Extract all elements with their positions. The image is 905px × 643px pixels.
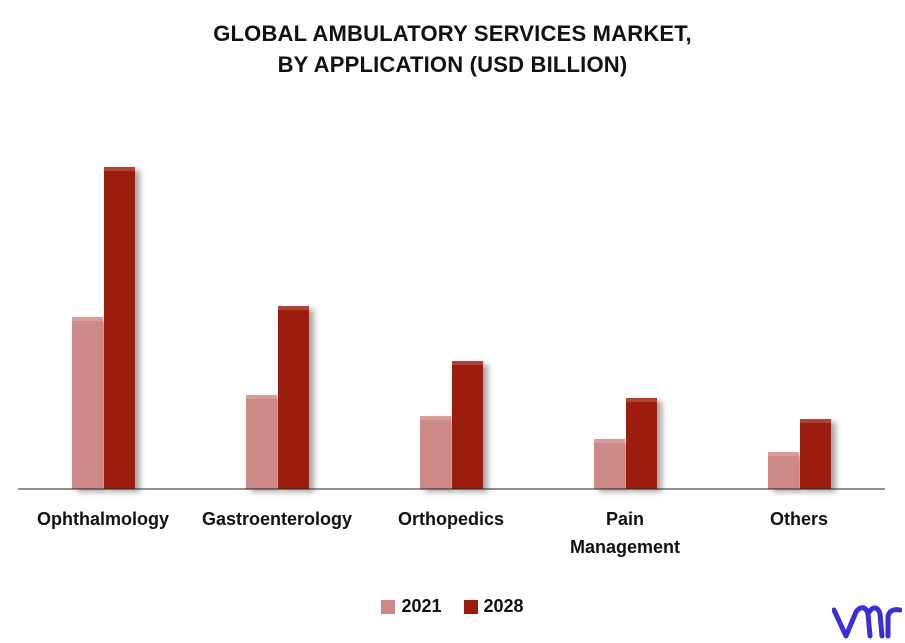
bar-2021-orthopedics (420, 416, 451, 489)
legend-label-2021: 2021 (401, 596, 442, 616)
bar-2028-others (800, 419, 831, 489)
bar-2028-gastroenterology (278, 306, 309, 489)
vmr-logo-icon (832, 605, 902, 639)
bar-highlight (452, 361, 483, 365)
category-labels: Ophthalmology Gastroenterology Orthopedics… (37, 509, 828, 557)
bar-highlight (246, 395, 277, 399)
legend-swatch-2021 (381, 599, 396, 614)
legend-item-2028: 2028 (463, 596, 524, 617)
bar-2021-others (768, 452, 799, 489)
title-line-1: GLOBAL AMBULATORY SERVICES MARKET, (213, 21, 692, 46)
category-label: Orthopedics (398, 509, 504, 529)
bar-2021-ophthalmology (72, 317, 103, 489)
bar-2021-pain-management (594, 439, 625, 489)
chart-title: GLOBAL AMBULATORY SERVICES MARKET, BY AP… (0, 18, 905, 80)
bar-highlight (800, 419, 831, 423)
category-label: Management (570, 537, 680, 557)
legend: 2021 2028 (0, 596, 905, 617)
bar-2021-gastroenterology (246, 395, 277, 489)
bars-group (72, 167, 831, 489)
bar-highlight (626, 398, 657, 402)
bar-highlight (278, 306, 309, 310)
title-line-2: BY APPLICATION (USD BILLION) (277, 52, 628, 77)
category-label: Others (770, 509, 828, 529)
category-label: Gastroenterology (202, 509, 352, 529)
bar-highlight (594, 439, 625, 443)
legend-label-2028: 2028 (483, 596, 524, 616)
bar-highlight (104, 167, 135, 171)
legend-swatch-2028 (463, 599, 478, 614)
category-label: Pain (606, 509, 644, 529)
bar-2028-orthopedics (452, 361, 483, 489)
bar-highlight (420, 416, 451, 420)
bar-2028-pain-management (626, 398, 657, 489)
bar-highlight (768, 452, 799, 456)
legend-item-2021: 2021 (381, 596, 442, 617)
bar-2028-ophthalmology (104, 167, 135, 489)
bar-highlight (72, 317, 103, 321)
category-label: Ophthalmology (37, 509, 169, 529)
